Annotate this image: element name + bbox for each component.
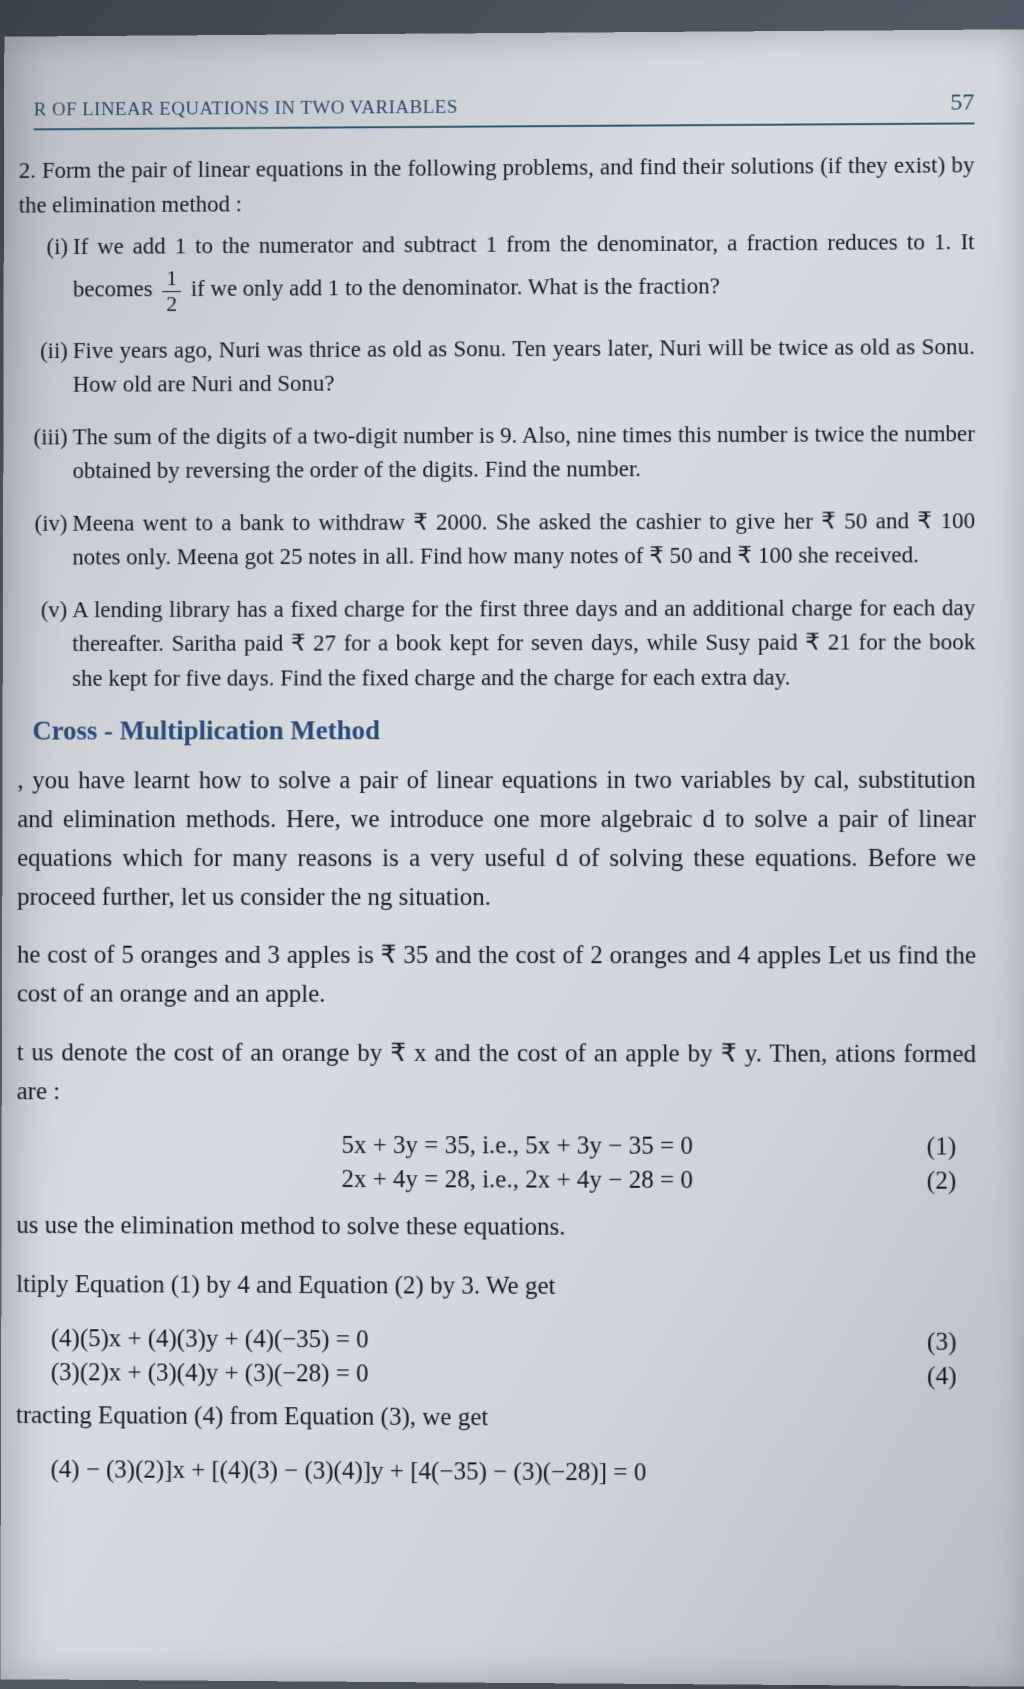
text: The sum of the digits of a two-digit num… [73, 421, 975, 483]
page-number: 57 [950, 89, 974, 116]
question-text: Form the pair of linear equations in the… [19, 152, 975, 217]
elim-line-2: ltiply Equation (1) by 4 and Equation (2… [16, 1266, 976, 1309]
text-after: if we only add 1 to the denominator. Wha… [191, 274, 720, 301]
body-para-3: t us denote the cost of an orange by ₹ x… [17, 1034, 977, 1113]
equation-5: (4) − (3)(2)]x + [(4)(3) − (3)(4)]y + [4… [51, 1456, 977, 1489]
sub-question-i: (i) If we add 1 to the numerator and sub… [73, 221, 975, 316]
denominator: 2 [162, 292, 181, 316]
eq-text: (4)(5)x + (4)(3)y + (4)(−35) = 0 [21, 1325, 369, 1355]
text: A lending library has a fixed charge for… [72, 595, 975, 691]
question-number: 2. [19, 158, 36, 183]
equation-4: (3)(2)x + (3)(4)y + (3)(−28) = 0 (4) [21, 1359, 977, 1391]
fraction: 1 2 [162, 267, 181, 316]
marker: (i) [24, 226, 69, 267]
eq-text: (3)(2)x + (3)(4)y + (3)(−28) = 0 [21, 1359, 369, 1389]
running-head: R OF LINEAR EQUATIONS IN TWO VARIABLES [34, 97, 458, 122]
numerator: 1 [162, 267, 181, 292]
body-para-2: he cost of 5 oranges and 3 apples is ₹ 3… [17, 937, 976, 1016]
sub-question-ii: (ii) Five years ago, Nuri was thrice as … [73, 330, 975, 403]
sub-question-iii: (iii) The sum of the digits of a two-dig… [73, 417, 976, 489]
eq-text: 2x + 4y = 28, i.e., 2x + 4y − 28 = 0 [21, 1165, 915, 1196]
sub-question-v: (v) A lending library has a fixed charge… [72, 591, 975, 696]
marker: (v) [23, 593, 68, 627]
main-question: 2. Form the pair of linear equations in … [19, 148, 975, 222]
page-header: R OF LINEAR EQUATIONS IN TWO VARIABLES 5… [34, 89, 975, 130]
eq-text: 5x + 3y = 35, i.e., 5x + 3y − 35 = 0 [21, 1131, 915, 1161]
eq-number: (4) [916, 1363, 977, 1392]
elim-line-3: tracting Equation (4) from Equation (3),… [16, 1397, 977, 1441]
marker: (iii) [23, 420, 68, 454]
textbook-page: R OF LINEAR EQUATIONS IN TWO VARIABLES 5… [0, 29, 1024, 1686]
equation-3: (4)(5)x + (4)(3)y + (4)(−35) = 0 (3) [21, 1325, 977, 1357]
marker: (ii) [23, 334, 68, 368]
body-para-1: , you have learnt how to solve a pair of… [17, 762, 976, 918]
equation-1: 5x + 3y = 35, i.e., 5x + 3y − 35 = 0 (1) [21, 1131, 976, 1161]
eq-number: (3) [916, 1328, 977, 1356]
eq-number: (2) [916, 1168, 977, 1196]
eq-number: (1) [916, 1134, 977, 1162]
text: Five years ago, Nuri was thrice as old a… [73, 334, 975, 397]
text: Meena went to a bank to withdraw ₹ 2000.… [72, 508, 975, 570]
elim-line-1: us use the elimination method to solve t… [16, 1207, 976, 1249]
sub-question-iv: (iv) Meena went to a bank to withdraw ₹ … [72, 504, 975, 575]
equation-2: 2x + 4y = 28, i.e., 2x + 4y − 28 = 0 (2) [21, 1165, 976, 1196]
marker: (iv) [23, 507, 68, 541]
section-title: Cross - Multiplication Method [32, 715, 975, 747]
